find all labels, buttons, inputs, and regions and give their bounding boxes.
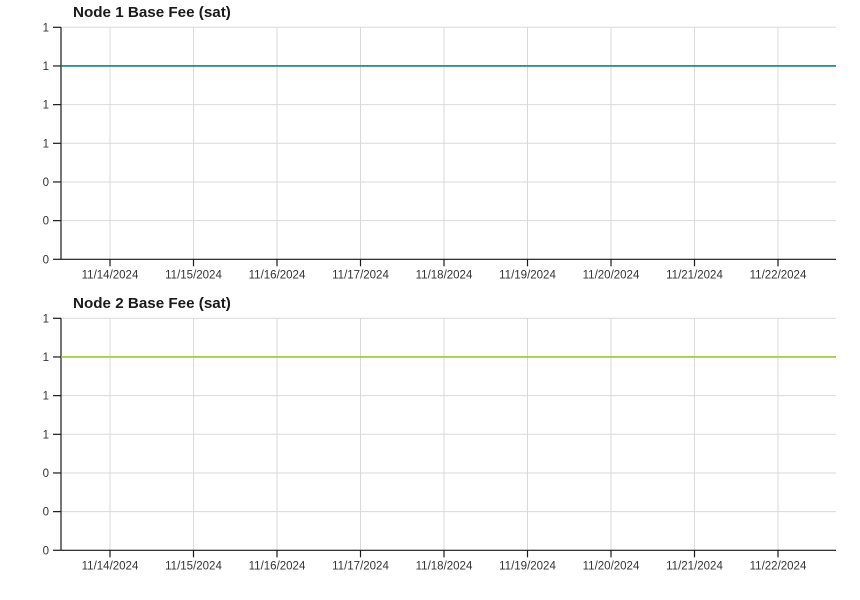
svg-text:11/19/2024: 11/19/2024 (499, 269, 556, 281)
svg-text:11/22/2024: 11/22/2024 (750, 560, 807, 572)
svg-text:11/16/2024: 11/16/2024 (249, 269, 306, 281)
svg-text:1: 1 (43, 138, 49, 150)
svg-text:0: 0 (43, 507, 49, 519)
svg-text:11/18/2024: 11/18/2024 (416, 269, 473, 281)
svg-text:11/17/2024: 11/17/2024 (332, 269, 389, 281)
svg-text:11/14/2024: 11/14/2024 (82, 560, 139, 572)
svg-text:1: 1 (43, 429, 49, 441)
svg-text:1: 1 (43, 22, 49, 34)
svg-text:0: 0 (43, 254, 49, 266)
svg-text:1: 1 (43, 100, 49, 112)
svg-text:1: 1 (43, 391, 49, 403)
svg-text:1: 1 (43, 352, 49, 364)
svg-text:11/21/2024: 11/21/2024 (666, 269, 723, 281)
svg-text:11/16/2024: 11/16/2024 (249, 560, 306, 572)
svg-text:11/17/2024: 11/17/2024 (332, 560, 389, 572)
svg-text:11/15/2024: 11/15/2024 (165, 560, 222, 572)
svg-text:11/15/2024: 11/15/2024 (165, 269, 222, 281)
svg-text:0: 0 (43, 177, 49, 189)
svg-text:0: 0 (43, 545, 49, 557)
svg-text:11/18/2024: 11/18/2024 (416, 560, 473, 572)
svg-text:11/22/2024: 11/22/2024 (750, 269, 807, 281)
svg-text:0: 0 (43, 216, 49, 228)
svg-text:0: 0 (43, 468, 49, 480)
svg-text:11/19/2024: 11/19/2024 (499, 560, 556, 572)
svg-text:1: 1 (43, 61, 49, 73)
svg-text:11/20/2024: 11/20/2024 (583, 560, 640, 572)
svg-text:1: 1 (43, 313, 49, 325)
svg-text:11/21/2024: 11/21/2024 (666, 560, 723, 572)
svg-text:11/20/2024: 11/20/2024 (583, 269, 640, 281)
svg-text:11/14/2024: 11/14/2024 (82, 269, 139, 281)
